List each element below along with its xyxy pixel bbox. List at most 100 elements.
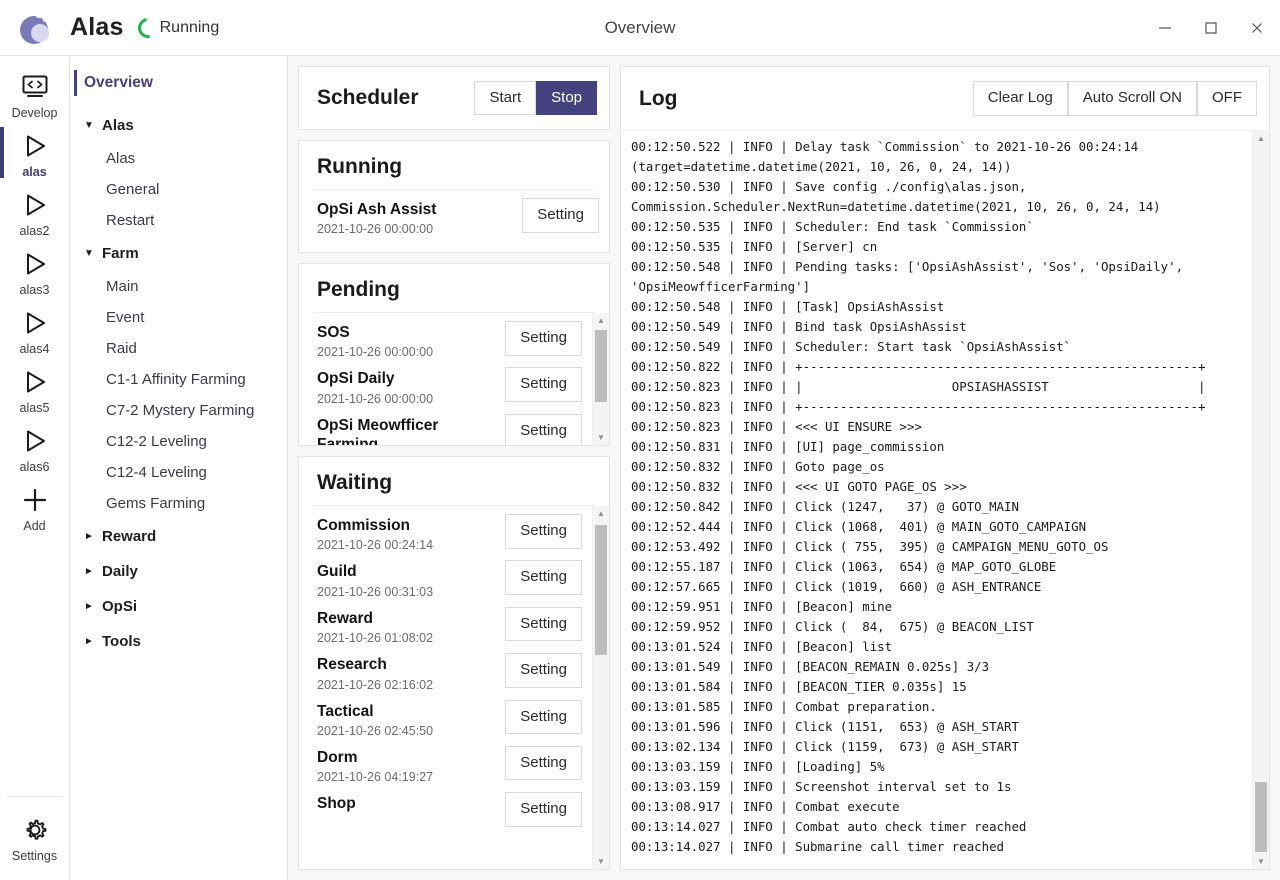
task-row[interactable]: OpSi Meowfficer Farming Setting [317,412,588,445]
pending-scrollbar[interactable]: ▲ ▼ [592,313,609,445]
rail-item-alas3[interactable]: alas3 [0,241,70,300]
nav-item-event[interactable]: Event [106,309,145,326]
nav-item-main[interactable]: Main [106,278,139,295]
task-name: Shop [317,795,356,813]
nav-item-gems-farming[interactable]: Gems Farming [106,495,206,512]
task-row[interactable]: OpSi Ash Assist 2021-10-26 00:00:00 Sett… [317,196,605,242]
task-setting-button[interactable]: Setting [505,321,582,356]
nav-item-general[interactable]: General [106,181,160,198]
task-setting-button[interactable]: Setting [505,606,582,642]
scroll-down-icon[interactable]: ▼ [597,857,605,866]
task-row[interactable]: Guild 2021-10-26 00:31:03 Setting [317,558,588,604]
nav-group-tools[interactable]: ► Tools [70,624,287,659]
scroll-down-icon[interactable]: ▼ [597,433,605,442]
nav-item-c12-2-leveling[interactable]: C12-2 Leveling [106,433,207,450]
nav-item-raid[interactable]: Raid [106,340,137,357]
minimize-icon[interactable] [1142,0,1188,55]
close-icon[interactable] [1234,0,1280,55]
task-setting-button[interactable]: Setting [505,413,582,445]
auto-scroll-off-button[interactable]: OFF [1197,81,1257,116]
clear-log-button[interactable]: Clear Log [972,81,1068,116]
nav-item-c12-4-leveling[interactable]: C12-4 Leveling [106,464,207,481]
main-content: Scheduler Start Stop Running OpSi Ash As… [288,56,1280,880]
task-info: Guild 2021-10-26 00:31:03 [317,560,433,598]
rail-item-develop[interactable]: Develop [0,64,70,123]
rail-item-add[interactable]: Add [0,477,70,536]
log-output: 00:12:50.522 | INFO | Delay task `Commis… [621,131,1252,869]
nav-group-alas[interactable]: ▼ Alas [70,108,287,143]
task-row[interactable]: Dorm 2021-10-26 04:19:27 Setting [317,744,588,790]
rail-label: alas [22,165,47,179]
maximize-icon[interactable] [1188,0,1234,55]
nav-group-daily[interactable]: ► Daily [70,554,287,589]
play-icon [21,128,49,164]
scrollbar-thumb[interactable] [595,525,607,655]
nav-group-reward[interactable]: ► Reward [70,519,287,554]
task-setting-button[interactable]: Setting [505,514,582,549]
scroll-down-icon[interactable]: ▼ [1257,857,1265,866]
play-icon [21,423,49,459]
scroll-up-icon[interactable]: ▲ [597,509,605,518]
rail-item-alas4[interactable]: alas4 [0,300,70,359]
auto-scroll-on-button[interactable]: Auto Scroll ON [1067,81,1197,116]
nav-item-restart[interactable]: Restart [106,212,155,229]
task-setting-button[interactable]: Setting [505,560,582,595]
task-row[interactable]: Research 2021-10-26 02:16:02 Setting [317,651,588,697]
scheduler-start-button[interactable]: Start [474,80,537,116]
task-setting-button[interactable]: Setting [505,745,582,781]
log-line: 00:12:57.665 | INFO | Click (1019, 660) … [631,579,1042,594]
task-setting-button[interactable]: Setting [522,198,599,233]
task-setting-button[interactable]: Setting [505,699,582,734]
scrollbar-track[interactable] [1253,146,1269,854]
chevron-right-icon: ► [84,635,94,647]
task-setting-button[interactable]: Setting [505,792,582,827]
task-row[interactable]: OpSi Daily 2021-10-26 00:00:00 Setting [317,365,588,411]
task-name: SOS [317,324,350,341]
pending-task-list: SOS 2021-10-26 00:00:00 Setting OpSi Dai… [299,313,592,445]
rail-item-alas5[interactable]: alas5 [0,359,70,418]
navigation-sidebar: Overview ▼ Alas Alas General Restart ▼ F… [70,56,288,880]
log-line: 00:13:03.159 | INFO | [Loading] 5% [631,759,885,774]
waiting-scrollbar[interactable]: ▲ ▼ [592,506,609,869]
rail-item-alas6[interactable]: alas6 [0,418,70,477]
log-line: 00:12:59.951 | INFO | [Beacon] mine [631,599,893,614]
instance-rail: Develop alas alas2 alas3 alas4 [0,56,70,880]
task-row[interactable]: Reward 2021-10-26 01:08:02 Setting [317,605,588,651]
task-row[interactable]: Commission 2021-10-26 00:24:14 Setting [317,512,588,558]
task-time: 2021-10-26 04:19:27 [317,770,434,785]
log-scrollbar[interactable]: ▲ ▼ [1252,131,1269,869]
nav-group-farm[interactable]: ▼ Farm [70,236,287,271]
nav-group-label: OpSi [102,598,138,615]
task-info: SOS 2021-10-26 00:00:00 [317,321,433,359]
divider [313,312,595,313]
task-row[interactable]: Shop Setting [317,790,588,833]
title-bar: Alas Running Overview [0,0,1280,56]
nav-group-label: Tools [102,633,141,650]
rail-item-alas2[interactable]: alas2 [0,182,70,241]
scrollbar-track[interactable] [593,521,609,854]
task-name: OpSi Meowfficer Farming [317,416,439,445]
task-setting-button[interactable]: Setting [505,367,582,402]
task-name: Commission [317,517,411,534]
scrollbar-thumb[interactable] [595,330,607,402]
scrollbar-thumb[interactable] [1255,782,1267,852]
scroll-up-icon[interactable]: ▲ [597,316,605,325]
nav-item-c7-2-mystery-farming[interactable]: C7-2 Mystery Farming [106,402,255,419]
rail-item-alas[interactable]: alas [0,123,70,182]
nav-group-label: Daily [102,563,138,580]
nav-item-alas[interactable]: Alas [106,150,136,167]
log-line: 00:13:01.584 | INFO | [BEACON_TIER 0.035… [631,679,967,694]
nav-group-opsi[interactable]: ► OpSi [70,589,287,624]
nav-item-c1-1-affinity-farming[interactable]: C1-1 Affinity Farming [106,371,246,388]
log-line: 00:13:14.027 | INFO | Combat auto check … [631,819,1027,834]
scheduler-stop-button[interactable]: Stop [536,80,597,116]
task-row[interactable]: SOS 2021-10-26 00:00:00 Setting [317,319,588,365]
task-row[interactable]: Tactical 2021-10-26 02:45:50 Setting [317,698,588,744]
rail-item-settings[interactable]: Settings [0,807,70,866]
scroll-up-icon[interactable]: ▲ [1257,134,1265,143]
nav-item-overview[interactable]: Overview [70,68,287,98]
log-line: 00:13:03.159 | INFO | Screenshot interva… [631,779,1012,794]
log-line: 00:12:55.187 | INFO | Click (1063, 654) … [631,559,1057,574]
scrollbar-track[interactable] [593,328,609,430]
task-setting-button[interactable]: Setting [505,653,582,688]
